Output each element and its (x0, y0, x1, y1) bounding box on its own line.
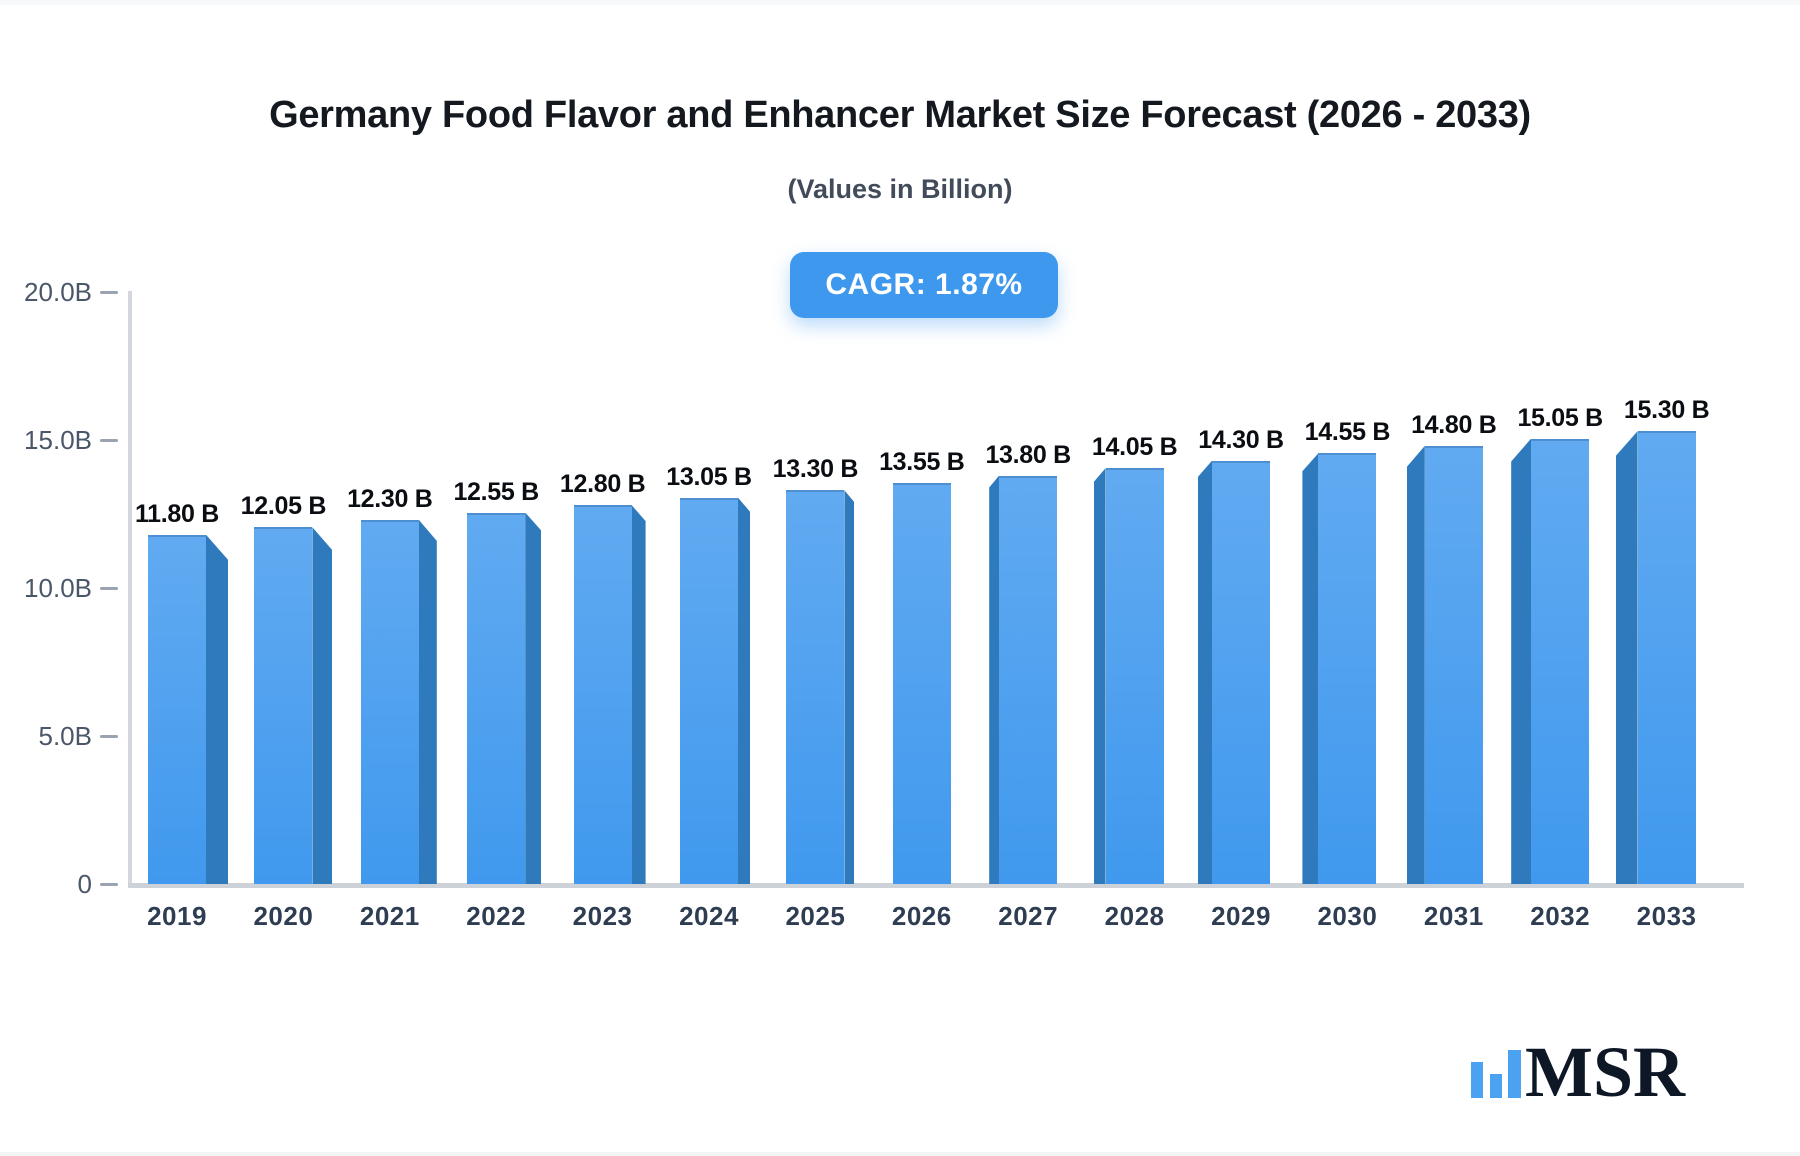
bar-value-label: 13.05 B (666, 462, 752, 491)
bar-side-face (1511, 438, 1532, 884)
bar-value-label: 12.55 B (453, 477, 539, 506)
bar[interactable] (360, 519, 419, 884)
bar-side-face (1302, 453, 1319, 884)
msr-logo: MSR (1471, 1032, 1685, 1112)
x-tick-label: 2032 (1530, 901, 1591, 931)
y-tick-label: 0 (77, 869, 92, 899)
x-tick-label: 2027 (998, 901, 1059, 931)
bar-side-face (1093, 468, 1106, 884)
x-axis-line (128, 883, 1744, 888)
y-tick-label: 10.0B (24, 573, 92, 603)
bar-side-face (206, 534, 228, 884)
bar-value-label: 11.80 B (134, 499, 220, 528)
chart-title: Germany Food Flavor and Enhancer Market … (269, 94, 1531, 136)
bar[interactable] (999, 475, 1058, 884)
bar[interactable] (1531, 438, 1590, 884)
bar[interactable] (680, 497, 738, 884)
bar-value-label: 13.55 B (879, 447, 965, 476)
top-strip (0, 0, 1800, 5)
bar[interactable] (1424, 445, 1483, 884)
logo-text: MSR (1525, 1032, 1685, 1112)
bar[interactable] (1212, 460, 1270, 884)
bar[interactable] (148, 534, 206, 884)
x-tick-label: 2030 (1317, 901, 1378, 931)
x-tick-label: 2025 (785, 901, 846, 931)
y-tick-mark (100, 882, 118, 886)
bar-side-face (312, 527, 333, 884)
bar-value-label: 13.30 B (772, 455, 859, 484)
bar[interactable] (254, 527, 313, 884)
x-tick-label: 2031 (1423, 901, 1484, 931)
bar-value-label: 14.55 B (1304, 418, 1391, 447)
bar-value-label: 12.80 B (559, 470, 646, 499)
bar-value-label: 14.30 B (1198, 425, 1284, 454)
y-tick-label: 5.0B (38, 721, 93, 751)
bar-side-face (525, 512, 542, 884)
bar-value-label: 14.05 B (1091, 433, 1178, 462)
bar-side-face (738, 497, 750, 884)
bar[interactable] (1105, 468, 1164, 884)
bar[interactable] (573, 505, 632, 884)
x-tick-label: 2020 (253, 901, 314, 931)
bar[interactable] (892, 482, 951, 884)
bar[interactable] (1318, 453, 1377, 884)
x-tick-label: 2022 (466, 901, 527, 931)
x-tick-label: 2023 (572, 901, 633, 931)
y-axis-line (128, 291, 132, 883)
x-tick-label: 2029 (1211, 901, 1271, 931)
bar[interactable] (786, 490, 845, 884)
bar-side-face (1198, 460, 1212, 884)
x-tick-label: 2028 (1104, 901, 1165, 931)
y-tick-label: 15.0B (24, 425, 92, 455)
cagr-badge-text: CAGR: 1.87% (825, 268, 1023, 301)
bottom-strip (0, 1152, 1800, 1156)
y-tick-mark (100, 438, 118, 442)
bar-value-label: 14.80 B (1411, 410, 1497, 439)
bar-value-label: 13.80 B (985, 440, 1071, 469)
bar-side-face (631, 505, 646, 884)
y-tick-label: 20.0B (24, 277, 92, 307)
y-tick-mark (100, 290, 118, 294)
bar-side-face (989, 475, 1000, 884)
bar-value-label: 12.30 B (347, 484, 433, 513)
cagr-badge: CAGR: 1.87% (790, 252, 1058, 318)
bar-value-label: 15.30 B (1623, 396, 1710, 425)
x-tick-label: 2033 (1636, 901, 1697, 931)
bar[interactable] (467, 512, 526, 884)
y-tick-mark (100, 586, 118, 590)
bar-chart-icon (1471, 1050, 1521, 1098)
bar-side-face (418, 519, 437, 884)
chart-subtitle: (Values in Billion) (787, 174, 1013, 204)
x-tick-label: 2019 (147, 901, 207, 931)
bar-value-label: 15.05 B (1517, 403, 1603, 432)
bar-value-label: 12.05 B (240, 492, 327, 521)
x-tick-label: 2024 (679, 901, 739, 931)
bar-side-face (844, 490, 855, 884)
bar[interactable] (1637, 431, 1696, 884)
x-tick-label: 2021 (359, 901, 420, 931)
bar-side-face (1615, 431, 1638, 884)
y-tick-mark (100, 734, 118, 738)
x-tick-label: 2026 (891, 901, 952, 931)
bar-side-face (1406, 445, 1425, 884)
